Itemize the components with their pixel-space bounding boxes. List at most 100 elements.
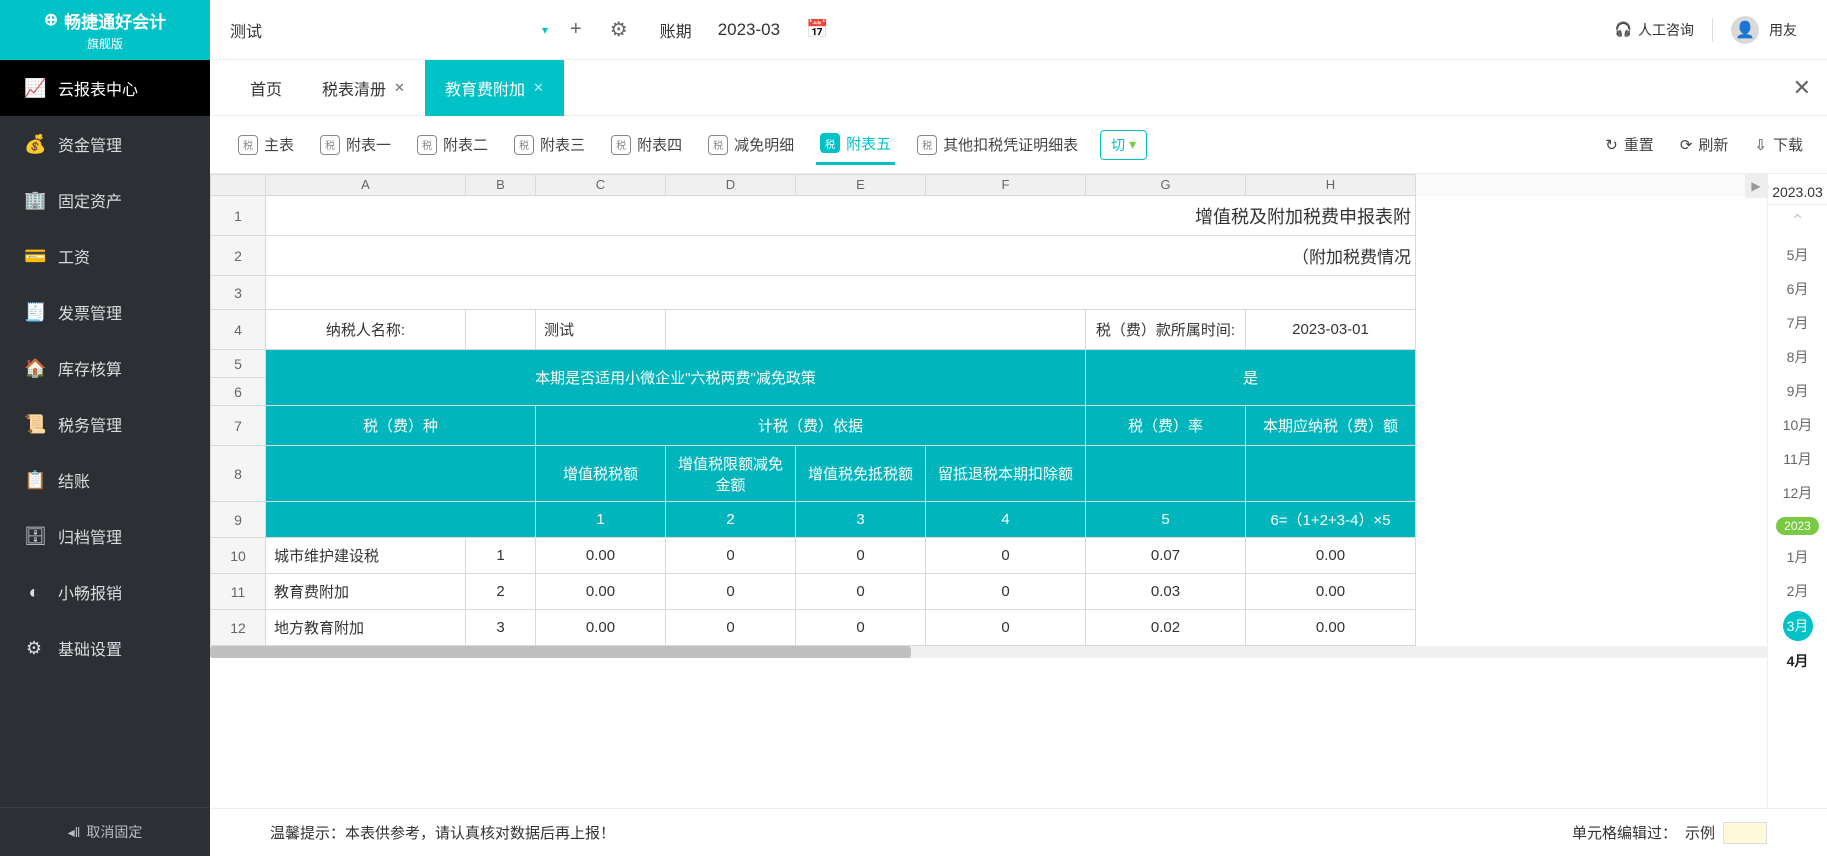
- sidebar-item-salary[interactable]: 💳工资: [0, 228, 210, 284]
- company-selector[interactable]: 测试 ▾: [230, 18, 548, 42]
- cell[interactable]: 税（费）款所属时间:: [1086, 310, 1246, 350]
- cell[interactable]: 2: [466, 574, 536, 610]
- cell[interactable]: [666, 310, 1086, 350]
- col-header[interactable]: B: [466, 174, 536, 196]
- cell[interactable]: 增值税及附加税费申报表附: [266, 196, 1416, 236]
- refresh-button[interactable]: ⟳刷新: [1680, 134, 1729, 155]
- sidebar-item-archive[interactable]: 🗄归档管理: [0, 508, 210, 564]
- sidebar-item-fixed-asset[interactable]: 🏢固定资产: [0, 172, 210, 228]
- col-header[interactable]: C: [536, 174, 666, 196]
- support-link[interactable]: 🎧 人工咨询: [1615, 20, 1694, 40]
- cell[interactable]: 0.00: [536, 574, 666, 610]
- cell[interactable]: 税（费）率: [1086, 406, 1246, 446]
- col-header[interactable]: A: [266, 174, 466, 196]
- tab-edu-surcharge[interactable]: 教育费附加✕: [425, 60, 564, 116]
- month-item[interactable]: 8月: [1783, 340, 1813, 374]
- month-item[interactable]: 10月: [1783, 408, 1813, 442]
- row-header[interactable]: 11: [210, 574, 266, 610]
- cell[interactable]: 2: [666, 502, 796, 538]
- select-all-corner[interactable]: [210, 174, 266, 196]
- sidebar-unpin[interactable]: ◂‖ 取消固定: [0, 807, 210, 856]
- cell[interactable]: 0: [666, 538, 796, 574]
- cell[interactable]: 0: [796, 574, 926, 610]
- cell[interactable]: [266, 276, 1416, 310]
- cell[interactable]: [266, 502, 536, 538]
- month-item[interactable]: 7月: [1783, 306, 1813, 340]
- cell[interactable]: 2023-03-01: [1246, 310, 1416, 350]
- sidebar-item-xiaochang[interactable]: ◐小畅报销: [0, 564, 210, 620]
- close-all-tabs[interactable]: ✕: [1793, 75, 1811, 101]
- cell[interactable]: 0: [796, 538, 926, 574]
- month-item[interactable]: 11月: [1783, 442, 1813, 476]
- row-header[interactable]: 3: [210, 276, 266, 310]
- cell[interactable]: 本期应纳税（费）额: [1246, 406, 1416, 446]
- cell[interactable]: （附加税费情况: [266, 236, 1416, 276]
- col-header[interactable]: D: [666, 174, 796, 196]
- cell[interactable]: 是: [1086, 350, 1416, 406]
- cell[interactable]: 1: [536, 502, 666, 538]
- row-header[interactable]: 12: [210, 610, 266, 646]
- subtab-a2[interactable]: 税附表二: [413, 126, 492, 163]
- cell[interactable]: 5: [1086, 502, 1246, 538]
- sidebar-item-fund[interactable]: 💰资金管理: [0, 116, 210, 172]
- spreadsheet[interactable]: ABCDEFGH1增值税及附加税费申报表附2（附加税费情况34纳税人名称:测试税…: [210, 174, 1767, 808]
- cell[interactable]: [1246, 446, 1416, 502]
- subtab-main[interactable]: 税主表: [234, 126, 298, 163]
- month-item[interactable]: 4月: [1783, 644, 1813, 678]
- cell[interactable]: 0.02: [1086, 610, 1246, 646]
- row-header[interactable]: 1: [210, 196, 266, 236]
- cell[interactable]: 4: [926, 502, 1086, 538]
- cell[interactable]: 增值税限额减免金额: [666, 446, 796, 502]
- cell[interactable]: 0: [926, 574, 1086, 610]
- user-menu[interactable]: 👤 用友: [1731, 16, 1797, 44]
- cell[interactable]: [466, 310, 536, 350]
- tab-tax-list[interactable]: 税表清册✕: [302, 60, 425, 116]
- month-item[interactable]: 12月: [1783, 476, 1813, 510]
- month-item[interactable]: 6月: [1783, 272, 1813, 306]
- cell[interactable]: [1086, 446, 1246, 502]
- cell[interactable]: 0.00: [1246, 610, 1416, 646]
- subtab-exempt[interactable]: 税减免明细: [704, 126, 798, 163]
- tab-close-icon[interactable]: ✕: [533, 80, 544, 96]
- cell[interactable]: 3: [796, 502, 926, 538]
- cell[interactable]: 增值税税额: [536, 446, 666, 502]
- subtab-a3[interactable]: 税附表三: [510, 126, 589, 163]
- sidebar-item-inventory[interactable]: 🏠库存核算: [0, 340, 210, 396]
- cell[interactable]: 0.03: [1086, 574, 1246, 610]
- cell[interactable]: 6=（1+2+3-4）×5: [1246, 502, 1416, 538]
- cell[interactable]: 教育费附加: [266, 574, 466, 610]
- cell[interactable]: 0.00: [536, 610, 666, 646]
- row-header[interactable]: 8: [210, 446, 266, 502]
- cell[interactable]: 0.07: [1086, 538, 1246, 574]
- year-badge[interactable]: 2023: [1768, 510, 1827, 540]
- row-header[interactable]: 4: [210, 310, 266, 350]
- subtab-a5[interactable]: 税附表五: [816, 125, 895, 165]
- scroll-up-icon[interactable]: ⌃: [1790, 211, 1805, 232]
- col-header[interactable]: E: [796, 174, 926, 196]
- cell[interactable]: 0: [796, 610, 926, 646]
- month-item[interactable]: 2月: [1783, 574, 1813, 608]
- month-item[interactable]: 1月: [1783, 540, 1813, 574]
- cell[interactable]: 增值税免抵税额: [796, 446, 926, 502]
- cell[interactable]: 0.00: [536, 538, 666, 574]
- cell[interactable]: 纳税人名称:: [266, 310, 466, 350]
- row-header[interactable]: 2: [210, 236, 266, 276]
- cell[interactable]: 0: [926, 538, 1086, 574]
- month-item[interactable]: 5月: [1783, 238, 1813, 272]
- cell[interactable]: 测试: [536, 310, 666, 350]
- cell[interactable]: 计税（费）依据: [536, 406, 1086, 446]
- row-header[interactable]: 6: [210, 378, 266, 406]
- cell[interactable]: 留抵退税本期扣除额: [926, 446, 1086, 502]
- cell[interactable]: 地方教育附加: [266, 610, 466, 646]
- cell[interactable]: 城市维护建设税: [266, 538, 466, 574]
- cell[interactable]: 0.00: [1246, 538, 1416, 574]
- subtab-a1[interactable]: 税附表一: [316, 126, 395, 163]
- calendar-icon[interactable]: 📅: [806, 19, 828, 40]
- col-header[interactable]: H: [1246, 174, 1416, 196]
- cell[interactable]: 税（费）种: [266, 406, 536, 446]
- cell[interactable]: 0: [926, 610, 1086, 646]
- tab-close-icon[interactable]: ✕: [394, 80, 405, 96]
- month-item[interactable]: 9月: [1783, 374, 1813, 408]
- sidebar-item-invoice[interactable]: 🧾发票管理: [0, 284, 210, 340]
- cell[interactable]: 0: [666, 610, 796, 646]
